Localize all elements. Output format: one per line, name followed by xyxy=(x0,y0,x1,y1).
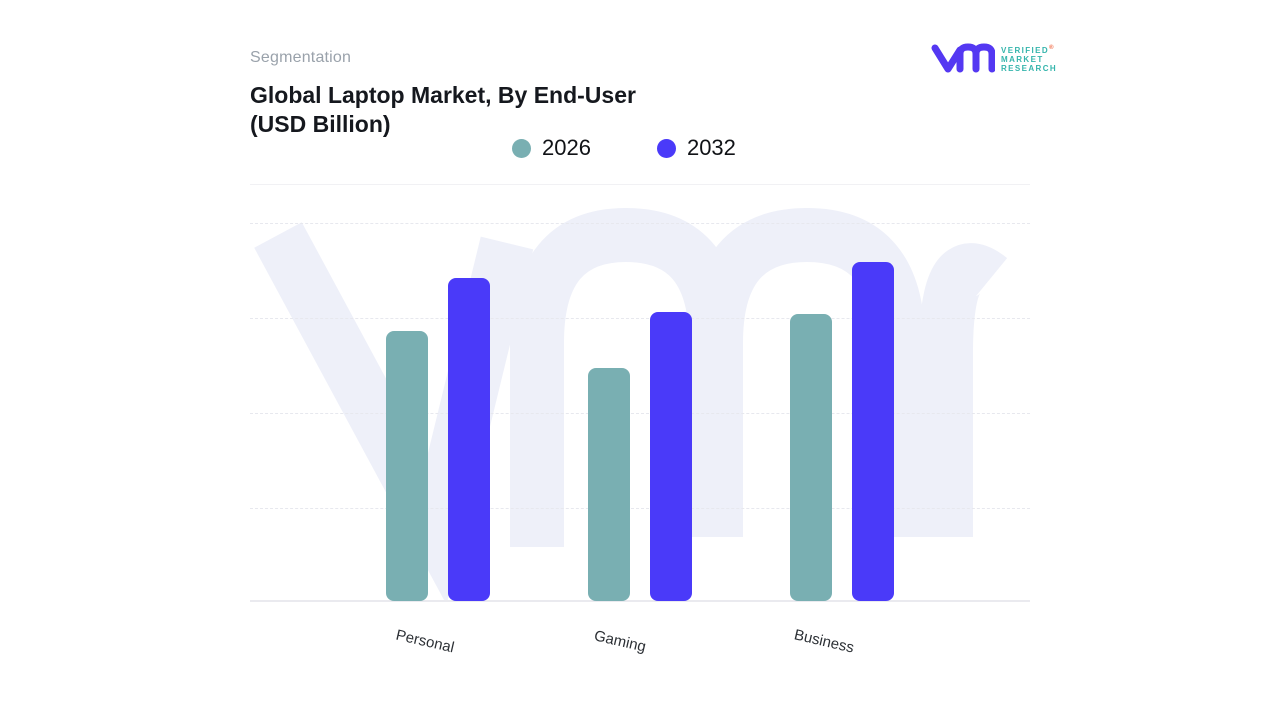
chart-title-line1: Global Laptop Market, By End-User xyxy=(250,82,636,108)
gridline xyxy=(250,223,1030,224)
legend-dot xyxy=(656,138,676,158)
vmr-watermark-icon xyxy=(254,207,1008,602)
category-labels: Personal Gaming Business xyxy=(250,626,1030,678)
category-label-business: Business xyxy=(792,626,856,657)
bar-business-2026 xyxy=(789,314,832,601)
vmr-logo: VERIFIED® MARKET RESEARCH xyxy=(931,42,1057,74)
gridline xyxy=(250,318,1030,319)
bar-business-2032 xyxy=(851,262,894,601)
bar-gaming-2026 xyxy=(588,368,630,601)
segmentation-eyebrow: Segmentation xyxy=(250,49,352,66)
chart-title: Global Laptop Market, By End-User (USD B… xyxy=(250,81,636,139)
vmr-logo-text: VERIFIED® MARKET RESEARCH xyxy=(1001,44,1057,73)
gridline xyxy=(250,413,1030,414)
legend-item-2026: 2026 xyxy=(512,135,591,161)
legend-label: 2032 xyxy=(686,135,736,160)
header-separator-line xyxy=(250,184,1030,185)
category-label-gaming: Gaming xyxy=(592,627,648,656)
registered-mark: ® xyxy=(1049,44,1054,51)
bar-gaming-2032 xyxy=(650,312,692,601)
vmr-logo-line2: MARKET xyxy=(1001,54,1044,64)
legend-item-2032: 2032 xyxy=(656,135,736,161)
category-label-personal: Personal xyxy=(394,626,456,657)
x-axis-baseline xyxy=(250,600,1030,602)
vmr-logo-line3: RESEARCH xyxy=(1001,63,1058,73)
vmr-logo-line1: VERIFIED® xyxy=(1001,44,1054,55)
chart-title-line2: (USD Billion) xyxy=(250,111,391,137)
legend-label: 2026 xyxy=(542,135,591,160)
vmr-logo-icon xyxy=(931,43,995,73)
bar-personal-2032 xyxy=(448,278,490,601)
gridline xyxy=(250,508,1030,509)
bar-personal-2026 xyxy=(386,331,428,601)
legend-dot xyxy=(512,138,531,158)
legend: 2026 2032 xyxy=(512,135,736,161)
bar-chart-plot-area xyxy=(250,185,1030,602)
